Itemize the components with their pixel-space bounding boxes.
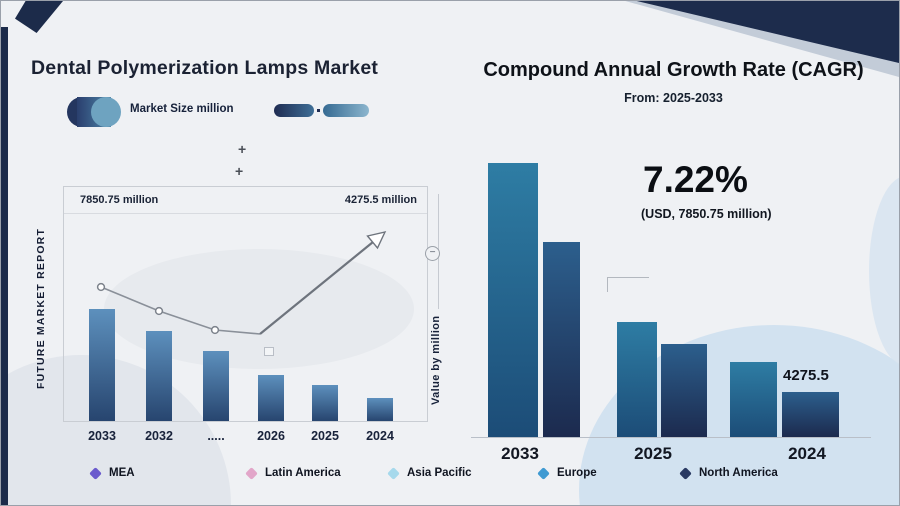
legend-diamond-icon — [89, 466, 102, 480]
legend-item-north-america: North America — [679, 466, 778, 480]
cagr-bar-secondary-2033 — [543, 242, 580, 437]
legend-diamond-icon — [245, 466, 258, 480]
cagr-bar-primary-2024 — [730, 362, 777, 437]
decorative-plus-icon: + — [238, 141, 247, 157]
legend-item-europe: Europe — [537, 466, 597, 480]
region-legend: MEA Latin America Asia Pacific Europe North … — [1, 466, 899, 487]
cagr-bar-secondary-2024 — [782, 392, 839, 437]
market-size-bar-2033 — [89, 309, 115, 421]
gradient-pill-icon-2 — [323, 104, 369, 117]
cagr-subtitle: From: 2025-2033 — [624, 91, 723, 105]
deco-top-left-mark — [15, 1, 63, 33]
legend-label: MEA — [109, 467, 135, 479]
legend-diamond-icon — [537, 466, 550, 480]
deco-left-edge-strip — [1, 27, 8, 505]
cagr-title: Compound Annual Growth Rate (CAGR) — [483, 59, 864, 81]
legend-item-latin-america: Latin America — [245, 466, 341, 480]
left-axis-year-2032: 2032 — [145, 429, 173, 443]
market-size-chart: 7850.75 million 4275.5 million 2033 2032.… — [63, 186, 428, 443]
left-chart-title: Dental Polymerization Lamps Market — [31, 57, 379, 79]
future-market-report-watermark: FUTURE MARKET REPORT — [35, 227, 47, 389]
legend-label: Asia Pacific — [407, 467, 472, 479]
market-size-legend-label: Market Size million — [130, 103, 234, 115]
legend-item-mea: MEA — [89, 466, 135, 480]
cagr-percentage: 7.22% — [643, 159, 748, 200]
decorative-plus-icon: + — [235, 163, 244, 179]
legend-label: North America — [699, 467, 778, 479]
gradient-pill-icon-1 — [274, 104, 314, 117]
legend-item-asia-pacific: Asia Pacific — [387, 466, 472, 480]
end-value-label: 4275.5 million — [344, 194, 417, 206]
market-size-bar-2032 — [146, 331, 172, 421]
left-axis-year-.....: ..... — [207, 429, 225, 443]
market-size-bar-2025 — [312, 385, 338, 421]
market-size-bar-..... — [203, 351, 229, 421]
pill-separator-dot — [317, 109, 320, 112]
deco-corner-bracket — [607, 277, 649, 292]
market-size-bar-2026 — [258, 375, 284, 421]
deco-blob-right-edge — [869, 176, 899, 366]
right-chart-y-axis-label: Value by million — [430, 315, 442, 405]
legend-diamond-icon — [679, 466, 692, 480]
legend-diamond-icon — [387, 466, 400, 480]
cylinder-icon — [67, 97, 121, 127]
left-axis-year-2025: 2025 — [311, 429, 339, 443]
chart-top-separator — [64, 213, 427, 214]
right-axis-year-2033: 2033 — [501, 444, 539, 463]
deco-square-icon — [264, 347, 274, 356]
minus-circle-icon: − — [425, 246, 440, 261]
cagr-basis-value: (USD, 7850.75 million) — [641, 207, 772, 221]
start-value-label: 7850.75 million — [80, 194, 159, 206]
cagr-bar-secondary-2025 — [661, 344, 707, 437]
cylinder-right-cap — [91, 97, 121, 127]
left-axis-year-2033: 2033 — [88, 429, 116, 443]
right-axis-year-2025: 2025 — [634, 444, 672, 463]
legend-label: Europe — [557, 467, 597, 479]
left-axis-year-2026: 2026 — [257, 429, 285, 443]
market-size-bar-2024 — [367, 398, 393, 421]
legend-label: Latin America — [265, 467, 341, 479]
value-2024-label: 4275.5 — [783, 367, 829, 384]
cagr-bar-primary-2033 — [488, 163, 538, 437]
right-axis-year-2024: 2024 — [788, 444, 826, 463]
cagr-bar-chart: 4275.5 2033 2025 2024 — [471, 151, 871, 463]
left-axis-year-2024: 2024 — [366, 429, 394, 443]
cagr-bar-primary-2025 — [617, 322, 657, 437]
